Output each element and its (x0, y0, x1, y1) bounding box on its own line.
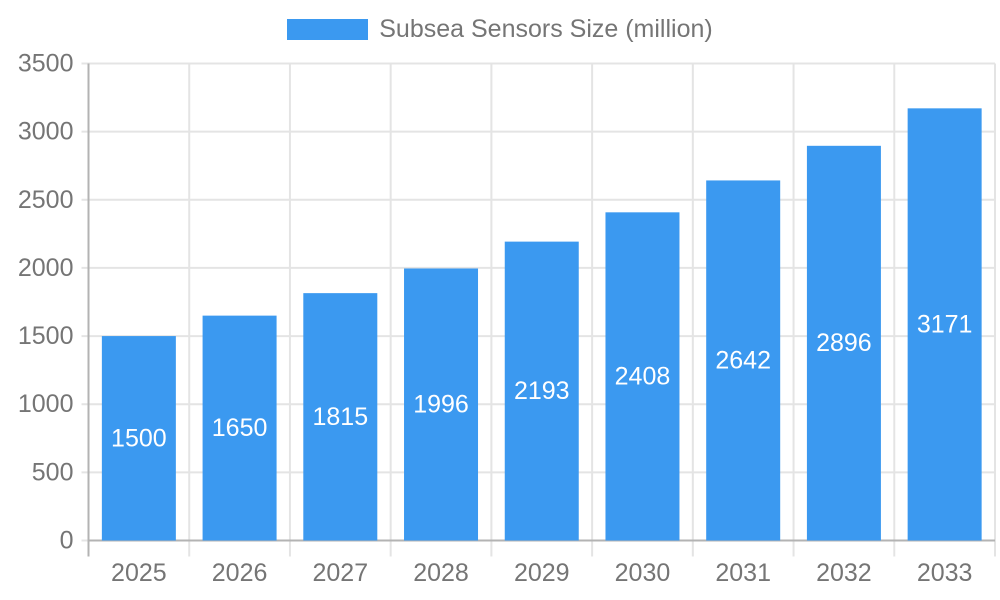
chart-legend[interactable]: Subsea Sensors Size (million) (0, 17, 1000, 42)
x-tick-label: 2025 (111, 559, 167, 587)
bar-2026[interactable] (202, 315, 277, 541)
x-tick-label: 2027 (312, 559, 368, 587)
bar-value-label: 1650 (212, 414, 268, 442)
y-tick-label: 500 (32, 458, 74, 486)
bar-2027[interactable] (303, 293, 378, 541)
x-tick-label: 2026 (212, 559, 268, 587)
x-tick-label: 2031 (715, 559, 771, 587)
bar-value-label: 2193 (514, 377, 570, 405)
x-tick-label: 2032 (816, 559, 872, 587)
bar-2028[interactable] (404, 268, 479, 541)
bar-2025[interactable] (101, 336, 176, 541)
bar-2030[interactable] (605, 212, 680, 541)
bar-2029[interactable] (504, 241, 579, 541)
y-tick-label: 1000 (18, 390, 74, 418)
bar-value-label: 2896 (816, 329, 872, 357)
bar-value-label: 2642 (715, 346, 771, 374)
x-tick-label: 2030 (615, 559, 671, 587)
x-tick-label: 2033 (917, 559, 973, 587)
bar-value-label: 1500 (111, 424, 167, 452)
y-tick-label: 3000 (18, 118, 74, 146)
legend-swatch (287, 19, 369, 40)
bar-value-label: 1815 (312, 403, 368, 431)
y-tick-label: 1500 (18, 322, 74, 350)
x-tick-label: 2028 (413, 559, 469, 587)
x-tick-label: 2029 (514, 559, 570, 587)
bar-value-label: 2408 (615, 362, 671, 390)
bar-2032[interactable] (806, 145, 881, 541)
bar-2031[interactable] (706, 180, 781, 541)
y-tick-label: 3500 (18, 50, 74, 78)
y-tick-label: 0 (60, 527, 74, 555)
bar-value-label: 3171 (917, 310, 973, 338)
legend-label: Subsea Sensors Size (million) (379, 15, 713, 43)
bar-2033[interactable] (907, 108, 982, 541)
bar-value-label: 1996 (413, 390, 469, 418)
y-tick-label: 2500 (18, 186, 74, 214)
y-tick-label: 2000 (18, 254, 74, 282)
